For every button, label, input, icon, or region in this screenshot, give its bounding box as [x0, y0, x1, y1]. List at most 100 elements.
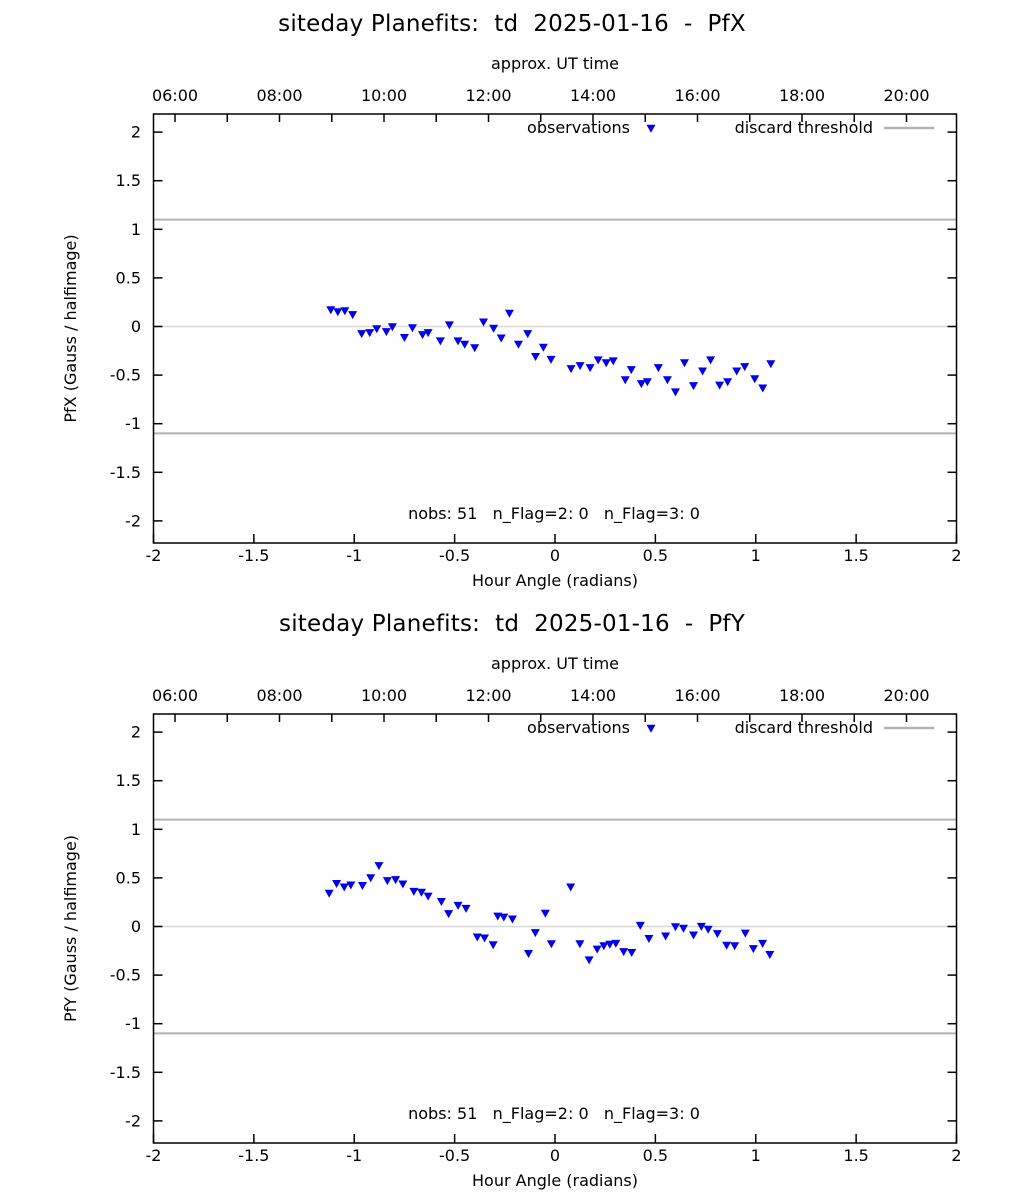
observation-marker [398, 880, 408, 889]
observation-marker [357, 881, 367, 890]
observation-marker [599, 942, 609, 951]
observation-marker [523, 330, 533, 339]
observation-marker [585, 364, 595, 373]
observation-marker [479, 318, 489, 327]
observation-marker [546, 355, 556, 364]
observation-marker [642, 378, 652, 387]
plot-border [152, 713, 958, 1144]
observation-marker [436, 898, 446, 907]
observation-marker [357, 330, 367, 339]
svg-text:14:00: 14:00 [570, 86, 616, 105]
nobs-annotation: nobs: 51 n_Flag=2: 0 n_Flag=3: 0 [408, 1104, 700, 1124]
svg-text:18:00: 18:00 [779, 86, 825, 105]
observation-marker [538, 343, 548, 352]
chart-pfx: approx. UT time 06:00 08:00 10:00 12:00 14:00… [61, 11, 962, 590]
observation-marker [444, 910, 454, 919]
observation-marker [748, 945, 758, 954]
y-axis-ticks: -2 -1.5 -1 -0.5 0 0.5 1 1.5 2 [110, 723, 957, 1130]
observation-marker [374, 862, 384, 871]
svg-text:-1.5: -1.5 [238, 1146, 269, 1165]
observation-marker [470, 344, 480, 353]
observation-marker [566, 365, 576, 374]
observation-marker [608, 357, 618, 366]
svg-text:12:00: 12:00 [465, 86, 511, 105]
observation-marker [698, 367, 708, 376]
svg-text:1.5: 1.5 [116, 171, 141, 190]
svg-text:20:00: 20:00 [883, 86, 929, 105]
observation-marker [758, 939, 768, 948]
observation-marker [592, 945, 602, 954]
svg-text:-2: -2 [125, 1111, 141, 1130]
observation-marker [679, 359, 689, 368]
observation-marker [712, 930, 722, 939]
observation-marker [661, 932, 671, 941]
observation-marker [601, 359, 611, 368]
observation-marker [689, 382, 699, 391]
svg-text:0: 0 [131, 917, 141, 936]
observation-marker [740, 929, 750, 938]
observation-marker [619, 948, 629, 957]
legend-threshold-label: discard threshold [735, 718, 873, 737]
observation-marker [435, 337, 445, 346]
svg-text:-2: -2 [146, 546, 162, 565]
observation-marker [627, 949, 637, 958]
svg-text:18:00: 18:00 [779, 686, 825, 705]
observation-marker [339, 883, 349, 892]
x-axis-ticks: -2 -1.5 -1 -0.5 0 0.5 1 1.5 2 [146, 1134, 962, 1165]
observation-marker [584, 956, 594, 965]
observation-marker [766, 360, 776, 369]
observation-marker [678, 924, 688, 933]
observation-marker [382, 877, 392, 886]
svg-text:1.5: 1.5 [116, 771, 141, 790]
svg-text:0.5: 0.5 [116, 268, 141, 287]
observation-marker [332, 880, 342, 889]
legend-observations-label: observations [527, 718, 630, 737]
observation-marker [423, 329, 433, 338]
svg-text:0: 0 [550, 546, 560, 565]
observation-marker [765, 951, 775, 960]
observation-marker [611, 939, 621, 948]
reference-lines [153, 818, 957, 1035]
svg-text:0.5: 0.5 [643, 1146, 668, 1165]
svg-text:0.5: 0.5 [116, 868, 141, 887]
top-axis-ticks: 06:00 08:00 10:00 12:00 14:00 16:00 18:00 20:00 [152, 86, 930, 122]
observation-marker [399, 333, 409, 342]
observation-marker [722, 941, 732, 950]
observation-marker [703, 925, 713, 934]
observation-marker [480, 934, 490, 943]
svg-text:-0.5: -0.5 [439, 1146, 470, 1165]
observation-marker [324, 889, 334, 898]
observation-marker [417, 888, 427, 897]
legend-observations-label: observations [527, 118, 630, 137]
svg-text:0: 0 [550, 1146, 560, 1165]
svg-text:2: 2 [951, 1146, 961, 1165]
observation-marker [381, 328, 391, 337]
observation-marker [670, 388, 680, 397]
observation-marker [326, 306, 336, 315]
observation-marker [444, 321, 454, 330]
observation-marker [662, 376, 672, 385]
observation-marker [346, 881, 356, 890]
x-axis-label: Hour Angle (radians) [472, 571, 638, 590]
svg-text:16:00: 16:00 [674, 686, 720, 705]
observation-marker [620, 376, 630, 385]
svg-text:2: 2 [951, 546, 961, 565]
observation-marker [453, 337, 463, 346]
observation-marker [366, 874, 376, 883]
svg-text:10:00: 10:00 [361, 686, 407, 705]
svg-text:-0.5: -0.5 [110, 366, 141, 385]
y-axis-label: PfX (Gauss / halfimage) [61, 234, 80, 422]
svg-text:1: 1 [751, 1146, 761, 1165]
legend: observations discard threshold [527, 118, 934, 137]
observation-marker [531, 352, 541, 361]
legend-observation-marker-icon [646, 124, 656, 133]
observations-points [326, 306, 776, 397]
observation-marker [348, 311, 358, 320]
observations-points [324, 862, 775, 965]
svg-text:-1: -1 [125, 414, 141, 433]
observation-marker [409, 887, 419, 896]
observation-marker [635, 921, 645, 930]
observation-marker [758, 384, 768, 393]
observation-marker [605, 940, 615, 949]
svg-text:1: 1 [131, 220, 141, 239]
